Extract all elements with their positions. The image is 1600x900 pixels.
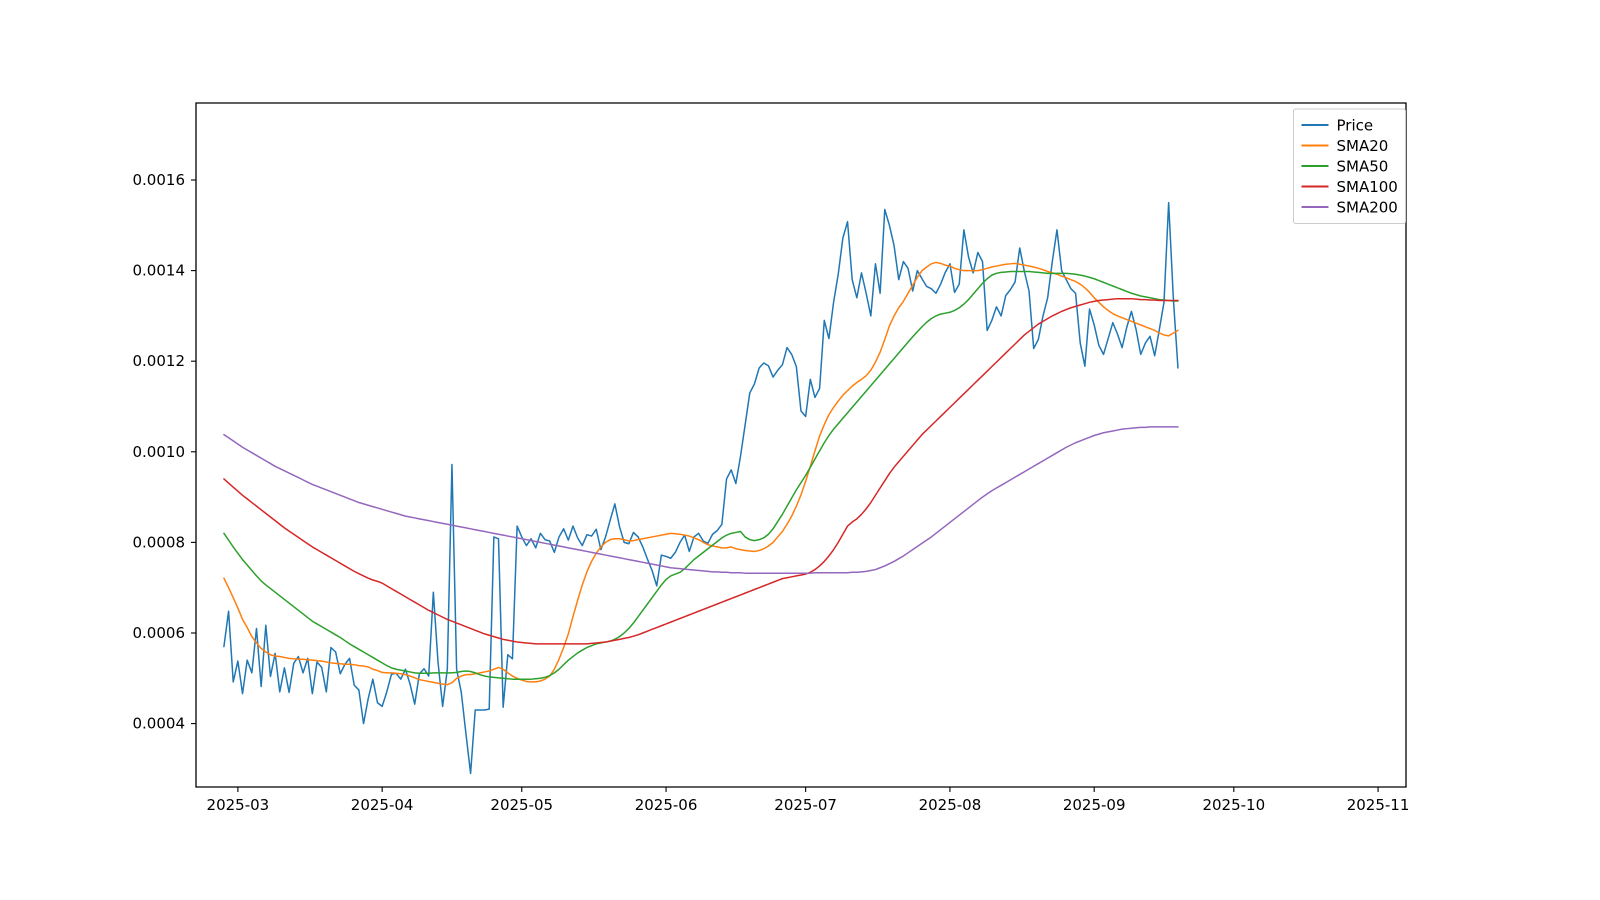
y-tick-label: 0.0012	[133, 352, 186, 370]
axes-frame	[195, 102, 1407, 788]
series-line-sma50	[223, 270, 1179, 680]
legend-label-price: Price	[1337, 117, 1374, 135]
series-line-price	[223, 201, 1179, 775]
y-tick-label: 0.0004	[133, 715, 186, 733]
x-tick-label: 2025-10	[1202, 796, 1265, 814]
y-tick-label: 0.0010	[133, 443, 186, 461]
y-tick-label: 0.0014	[133, 262, 186, 280]
y-tick-label: 0.0008	[133, 533, 186, 551]
series-lines	[223, 201, 1179, 775]
x-tick-label: 2025-03	[207, 796, 270, 814]
y-tick-label: 0.0006	[133, 624, 186, 642]
x-tick-label: 2025-06	[635, 796, 698, 814]
series-line-sma20	[223, 261, 1179, 686]
legend-label-sma50: SMA50	[1337, 158, 1389, 176]
y-tick-label: 0.0016	[133, 171, 186, 189]
x-tick-label: 2025-09	[1063, 796, 1126, 814]
legend-background	[1293, 108, 1406, 224]
chart-legend[interactable]: Price SMA20 SMA50 SMA100 SMA200	[1293, 108, 1406, 224]
axes: 0.0004 0.0006 0.0008 0.0010 0.0012 0.0014 0.00…	[133, 102, 1410, 814]
series-line-sma200	[223, 426, 1179, 574]
legend-label-sma20: SMA20	[1337, 137, 1389, 155]
x-tick-label: 2025-08	[919, 796, 982, 814]
x-tick-label: 2025-04	[351, 796, 414, 814]
x-tick-label: 2025-11	[1347, 796, 1410, 814]
legend-label-sma200: SMA200	[1337, 199, 1398, 217]
series-line-sma100	[223, 297, 1179, 645]
legend-label-sma100: SMA100	[1337, 178, 1398, 196]
x-tick-label: 2025-07	[774, 796, 837, 814]
x-tick-label: 2025-05	[490, 796, 553, 814]
